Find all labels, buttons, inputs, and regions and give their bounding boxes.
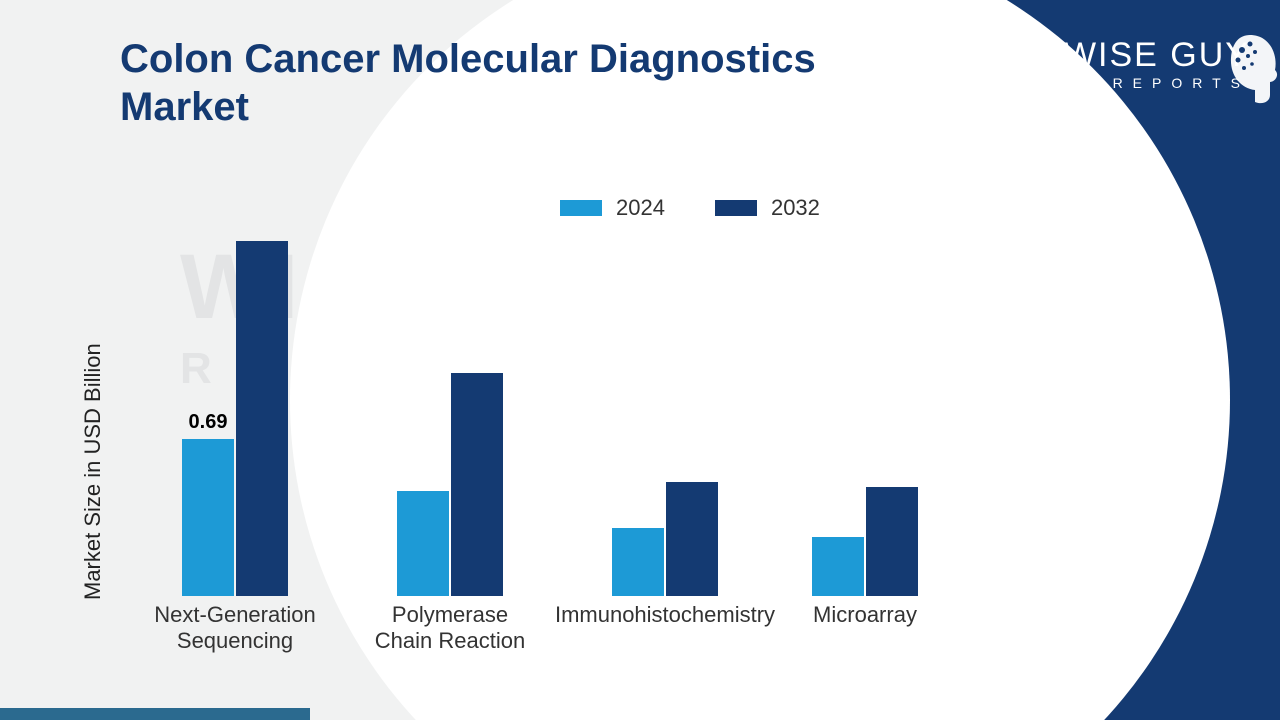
x-axis-label: Microarray xyxy=(785,602,945,628)
bar xyxy=(666,482,718,596)
plot-area: Next-Generation SequencingPolymerase Cha… xyxy=(120,232,960,596)
x-axis-label: Next-Generation Sequencing xyxy=(140,602,330,655)
bar xyxy=(612,528,664,596)
bottom-accent-bar xyxy=(0,708,310,720)
bar xyxy=(236,241,288,596)
x-axis-label: Polymerase Chain Reaction xyxy=(370,602,530,655)
chart-title: Colon Cancer Molecular Diagnostics Marke… xyxy=(120,35,880,131)
legend-swatch-2024 xyxy=(560,200,602,216)
bar xyxy=(451,373,503,596)
bar xyxy=(182,439,234,596)
chart-canvas: WISE GUY REPORTS WISE GUY REPORTS Colon … xyxy=(0,0,1280,720)
legend-item-2032: 2032 xyxy=(715,195,820,221)
bar-value-label: 0.69 xyxy=(189,411,228,434)
legend-swatch-2032 xyxy=(715,200,757,216)
legend-label-2032: 2032 xyxy=(771,195,820,221)
bar xyxy=(812,537,864,596)
legend: 2024 2032 xyxy=(560,195,820,221)
brand-head-icon xyxy=(1220,30,1280,110)
bar xyxy=(397,491,449,596)
legend-item-2024: 2024 xyxy=(560,195,665,221)
bar xyxy=(866,487,918,596)
y-axis-label: Market Size in USD Billion xyxy=(80,343,106,600)
x-axis-label: Immunohistochemistry xyxy=(550,602,780,628)
legend-label-2024: 2024 xyxy=(616,195,665,221)
